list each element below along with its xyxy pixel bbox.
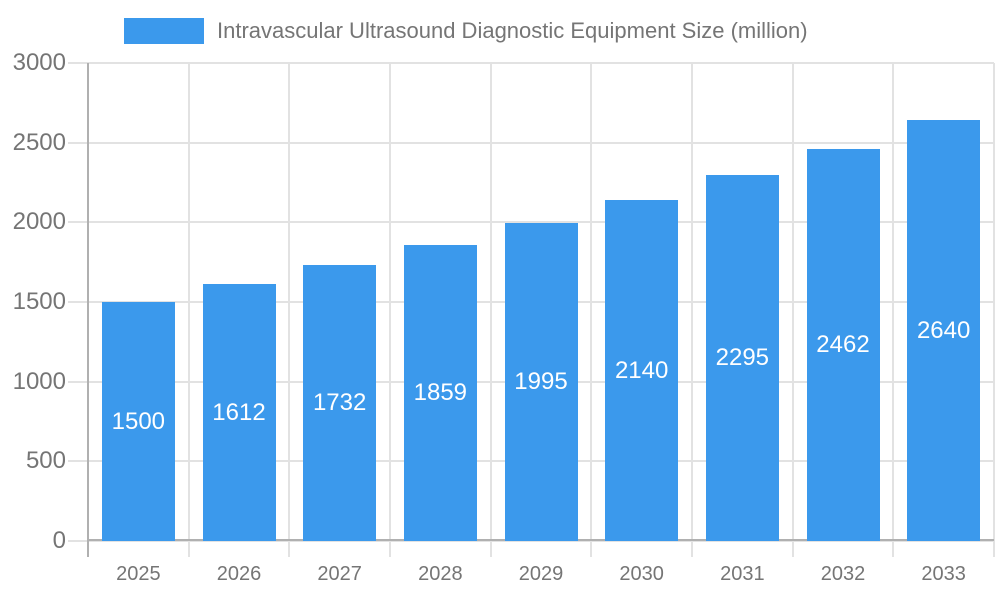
- gridline-v: [892, 63, 895, 541]
- bar-value-label: 1500: [111, 407, 166, 435]
- gridline-h: [68, 540, 994, 542]
- x-axis-tick: [288, 541, 291, 557]
- x-tick-label: 2032: [820, 563, 866, 585]
- y-tick-label: 0: [52, 527, 66, 554]
- bar-value-label: 1859: [413, 378, 468, 406]
- y-tick-label: 3000: [12, 49, 66, 76]
- gridline-h: [68, 221, 994, 224]
- bar[interactable]: 2295: [705, 175, 779, 541]
- gridline-v: [389, 63, 391, 541]
- gridline-v: [691, 63, 693, 541]
- x-axis-tick: [892, 541, 895, 557]
- bar-value-label: 2640: [916, 316, 971, 344]
- bar[interactable]: 2640: [907, 120, 981, 541]
- legend-swatch-icon: [124, 18, 204, 44]
- gridline-v: [993, 63, 995, 541]
- gridline-v: [288, 63, 291, 541]
- x-tick-label: 2028: [418, 563, 463, 585]
- x-tick-label: 2033: [921, 563, 966, 585]
- x-axis-tick: [791, 541, 794, 557]
- gridline-v: [187, 63, 190, 541]
- legend-item[interactable]: Intravascular Ultrasound Diagnostic Equi…: [124, 18, 808, 44]
- y-axis-line: [87, 63, 89, 557]
- y-tick-label: 2500: [12, 128, 66, 156]
- x-axis-tick: [389, 541, 391, 557]
- gridline-h: [68, 62, 994, 64]
- y-tick-label: 500: [25, 447, 66, 475]
- bar-value-label: 2295: [715, 344, 770, 372]
- bar[interactable]: 1612: [202, 284, 276, 541]
- x-tick-label: 2026: [216, 563, 262, 585]
- gridline-v: [590, 63, 593, 541]
- x-tick-label: 2030: [619, 563, 664, 585]
- bar-value-label: 2462: [816, 330, 870, 358]
- x-tick-label: 2025: [116, 563, 161, 585]
- bar-value-label: 1732: [312, 389, 367, 416]
- x-tick-label: 2029: [518, 563, 564, 585]
- x-axis-tick: [993, 541, 995, 557]
- gridline-v: [489, 63, 492, 541]
- legend-label: Intravascular Ultrasound Diagnostic Equi…: [217, 18, 808, 43]
- x-axis-tick: [489, 541, 492, 557]
- x-tick-label: 2031: [720, 563, 765, 585]
- bar[interactable]: 1500: [101, 302, 175, 541]
- x-axis-tick: [590, 541, 593, 557]
- gridline-h: [68, 141, 994, 144]
- plot-area: 0 500 1000 1500 2000 2500 3000 1500 1612 1732 1859…: [13, 49, 995, 585]
- bar-value-label: 2140: [614, 356, 669, 384]
- gridline-v: [791, 63, 794, 541]
- x-tick-label: 2027: [317, 563, 362, 585]
- bar[interactable]: 2462: [806, 148, 880, 541]
- bar-value-label: 1995: [514, 368, 568, 396]
- bar[interactable]: 1995: [504, 223, 578, 541]
- bar-value-label: 1612: [212, 398, 266, 426]
- bar[interactable]: 1732: [303, 265, 377, 541]
- y-tick-label: 1500: [12, 288, 66, 315]
- bar[interactable]: 2140: [605, 200, 679, 541]
- bar[interactable]: 1859: [403, 244, 477, 541]
- y-tick-label: 1000: [12, 367, 66, 395]
- y-tick-label: 2000: [12, 208, 66, 236]
- x-axis-tick: [187, 541, 190, 557]
- x-axis-tick: [691, 541, 693, 557]
